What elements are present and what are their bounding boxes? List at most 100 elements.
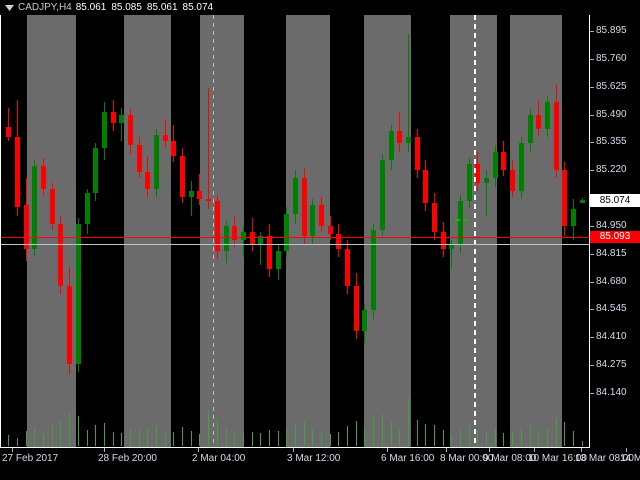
time-tick-label: 2 Mar 04:00 xyxy=(192,453,246,464)
volume-bar xyxy=(52,424,53,446)
bearish-candle xyxy=(336,234,341,249)
price-tick-label: 84.950 xyxy=(596,220,627,231)
time-tick-label: 27 Feb 2017 xyxy=(2,453,59,464)
bearish-candle xyxy=(554,102,559,171)
price-tick-label: 84.545 xyxy=(596,303,627,314)
volume-bar xyxy=(312,429,313,446)
plot-border-right xyxy=(589,15,590,448)
volume-bar xyxy=(278,431,279,446)
volume-bar xyxy=(408,398,409,446)
time-tick xyxy=(446,448,447,452)
volume-bar xyxy=(269,429,270,446)
volume-bar xyxy=(582,440,583,446)
volume-bar xyxy=(60,419,61,446)
volume-bar xyxy=(234,433,235,446)
day-separator-line xyxy=(213,15,214,448)
bearish-candle xyxy=(24,205,29,249)
volume-bar xyxy=(321,432,322,446)
price-tick xyxy=(590,393,594,394)
bearish-candle xyxy=(215,201,220,251)
take-profit-marker xyxy=(455,219,473,221)
ohlc-low: 85.061 xyxy=(146,2,178,13)
volume-bar xyxy=(547,427,548,446)
ask-price-tag: 85.093 xyxy=(590,231,640,243)
volume-bar xyxy=(156,426,157,446)
price-tick-label: 85.220 xyxy=(596,164,627,175)
bullish-candle xyxy=(484,178,489,183)
chart-header: CADJPY,H4 85.061 85.085 85.061 85.074 xyxy=(0,0,640,15)
current-price-tag: 85.074 xyxy=(590,194,640,208)
volume-bar xyxy=(364,427,365,446)
time-tick xyxy=(489,448,490,452)
bearish-candle xyxy=(67,285,72,365)
volume-bar xyxy=(217,419,218,446)
bearish-candle xyxy=(354,285,359,332)
bearish-candle xyxy=(302,178,307,237)
time-tick-label: 14 Mar 16:00 xyxy=(620,453,640,464)
bearish-candle xyxy=(15,137,20,208)
bullish-candle xyxy=(76,223,81,365)
bullish-candle xyxy=(310,205,315,237)
volume-bar xyxy=(451,433,452,446)
volume-bar xyxy=(199,433,200,446)
price-tick-label: 85.490 xyxy=(596,109,627,120)
bearish-candle xyxy=(137,145,142,173)
candle-wick xyxy=(408,34,409,152)
bullish-candle xyxy=(224,225,229,251)
volume-bar xyxy=(26,430,27,446)
price-tick-label: 84.680 xyxy=(596,276,627,287)
volume-bar xyxy=(69,413,70,446)
symbol-label: CADJPY,H4 xyxy=(18,2,72,13)
bullish-candle xyxy=(571,209,576,226)
price-tick xyxy=(590,59,594,60)
bearish-candle xyxy=(536,114,541,129)
price-tick xyxy=(590,254,594,255)
ask-price-line xyxy=(0,237,590,238)
price-tick-label: 85.355 xyxy=(596,136,627,147)
chart-plot-area[interactable] xyxy=(0,15,590,448)
time-tick xyxy=(534,448,535,452)
bid-price-line xyxy=(0,244,590,245)
bullish-candle xyxy=(528,114,533,144)
volume-bar xyxy=(182,427,183,446)
triangle-down-icon[interactable] xyxy=(0,0,18,15)
bearish-candle xyxy=(197,190,202,200)
bullish-candle xyxy=(32,166,37,249)
session-band xyxy=(450,15,497,448)
volume-bar xyxy=(173,431,174,446)
volume-bar xyxy=(113,432,114,446)
bullish-candle xyxy=(284,213,289,251)
price-tick-label: 85.625 xyxy=(596,81,627,92)
bearish-candle xyxy=(562,170,567,226)
volume-bar xyxy=(573,431,574,446)
price-tick xyxy=(590,170,594,171)
price-tick xyxy=(590,337,594,338)
volume-bar xyxy=(260,433,261,446)
candle-wick xyxy=(8,108,9,142)
time-axis[interactable]: 27 Feb 2017 28 Feb 20:00 2 Mar 04:00 3 Mar … xyxy=(0,448,640,480)
bullish-candle xyxy=(362,310,367,332)
time-tick xyxy=(198,448,199,452)
bullish-candle xyxy=(85,192,90,224)
volume-bar xyxy=(538,429,539,446)
volume-bar xyxy=(191,430,192,446)
ohlc-high: 85.085 xyxy=(111,2,142,13)
bearish-candle xyxy=(145,172,150,189)
price-tick xyxy=(590,115,594,116)
time-tick-label: 10 Mar 16:00 xyxy=(528,453,587,464)
volume-bar xyxy=(87,429,88,446)
bullish-candle xyxy=(241,232,246,241)
volume-bar xyxy=(17,437,18,446)
volume-bar xyxy=(356,420,357,446)
bearish-candle xyxy=(475,164,480,183)
bearish-candle xyxy=(267,236,272,270)
bearish-candle xyxy=(232,225,237,241)
volume-bar xyxy=(477,430,478,446)
volume-bar xyxy=(139,430,140,446)
volume-bar xyxy=(43,433,44,446)
volume-bar xyxy=(434,425,435,446)
volume-bar xyxy=(295,424,296,446)
price-tick xyxy=(590,365,594,366)
price-tick-label: 84.275 xyxy=(596,359,627,370)
price-tick-label: 84.815 xyxy=(596,248,627,259)
